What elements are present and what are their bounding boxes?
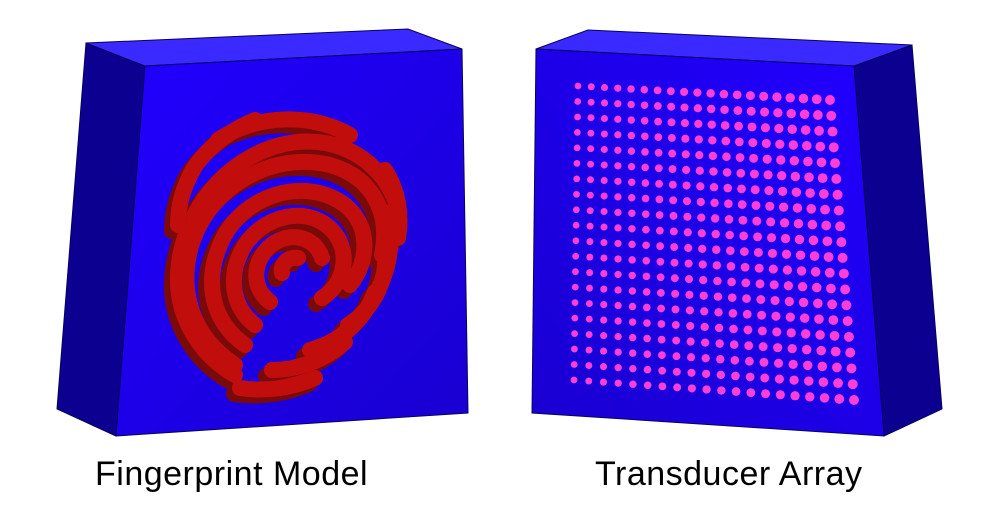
transducer-array-panel (530, 20, 970, 450)
fingerprint-model-svg (30, 20, 470, 450)
transducer-array-caption: Transducer Array (595, 455, 863, 494)
fingerprint-model-panel (30, 20, 470, 450)
diagram-stage: Fingerprint Model Transducer Array (0, 0, 1000, 523)
transducer-array-svg (530, 20, 970, 450)
fingerprint-model-caption: Fingerprint Model (95, 455, 368, 494)
